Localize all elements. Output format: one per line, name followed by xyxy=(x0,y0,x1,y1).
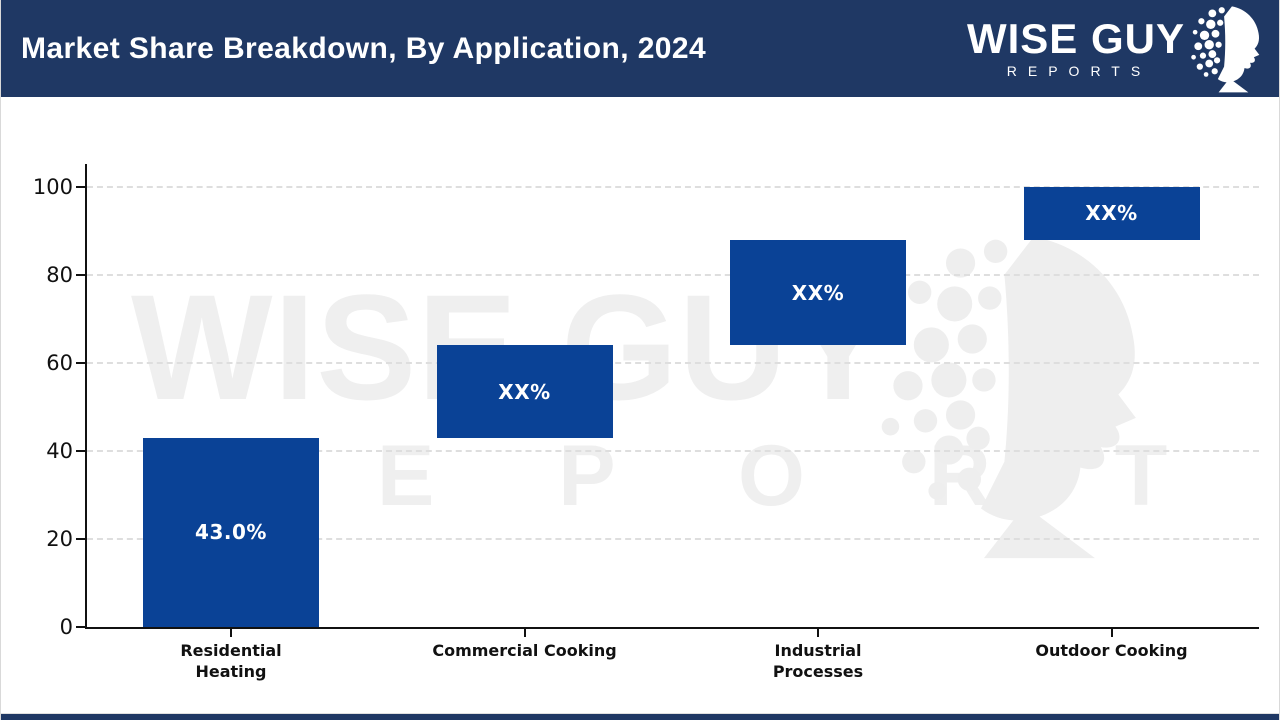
bar-value-label: XX% xyxy=(791,280,845,305)
y-tick-mark xyxy=(76,450,85,452)
bar-segment: XX% xyxy=(730,239,906,346)
y-tick-label: 40 xyxy=(46,439,73,463)
brand-face-icon xyxy=(1191,5,1260,92)
gridline xyxy=(87,362,1259,364)
bar-segment: XX% xyxy=(1023,187,1200,240)
y-tick-mark xyxy=(76,362,85,364)
bar-value-label: XX% xyxy=(1085,201,1138,226)
x-tick-mark xyxy=(523,629,526,637)
y-tick-label: 0 xyxy=(59,615,73,639)
brand-logo-text: WISE GUY REPORTS xyxy=(966,15,1185,80)
gridline xyxy=(87,538,1259,540)
y-tick-mark xyxy=(76,274,85,276)
brand-logo: WISE GUY REPORTS xyxy=(967,0,1269,97)
y-tick-label: 80 xyxy=(46,263,73,287)
bar-segment: XX% xyxy=(436,345,613,438)
gridline xyxy=(87,186,1259,188)
footer-band xyxy=(1,713,1279,720)
header-band: Market Share Breakdown, By Application, … xyxy=(1,0,1279,97)
chart-title: Market Share Breakdown, By Application, … xyxy=(21,32,707,65)
watermark-face-icon xyxy=(881,236,1136,559)
x-tick-mark xyxy=(1110,629,1113,637)
y-tick-label: 60 xyxy=(46,351,73,375)
bar-value-label: 43.0% xyxy=(195,520,267,545)
bar-segment: 43.0% xyxy=(143,437,319,627)
watermark-text-line2: R E P O R T S xyxy=(191,428,1280,524)
brand-subname: REPORTS xyxy=(1006,63,1152,79)
x-category-label: Residential Heating xyxy=(180,641,282,681)
y-tick-mark xyxy=(76,186,85,188)
y-tick-label: 100 xyxy=(32,175,73,199)
y-tick-label: 20 xyxy=(46,527,73,551)
y-axis-line xyxy=(85,164,87,629)
x-tick-mark xyxy=(817,629,819,637)
x-axis-line xyxy=(85,627,1259,629)
x-category-label: Outdoor Cooking xyxy=(1035,641,1188,660)
gridline xyxy=(87,450,1259,452)
y-tick-mark xyxy=(76,626,85,628)
brand-name: WISE GUY xyxy=(966,15,1185,62)
x-category-label: Industrial Processes xyxy=(772,641,864,681)
x-tick-mark xyxy=(230,629,232,637)
bar-value-label: XX% xyxy=(498,379,551,404)
x-category-label: Commercial Cooking xyxy=(432,641,617,660)
y-tick-mark xyxy=(76,538,85,540)
gridline xyxy=(87,274,1259,276)
